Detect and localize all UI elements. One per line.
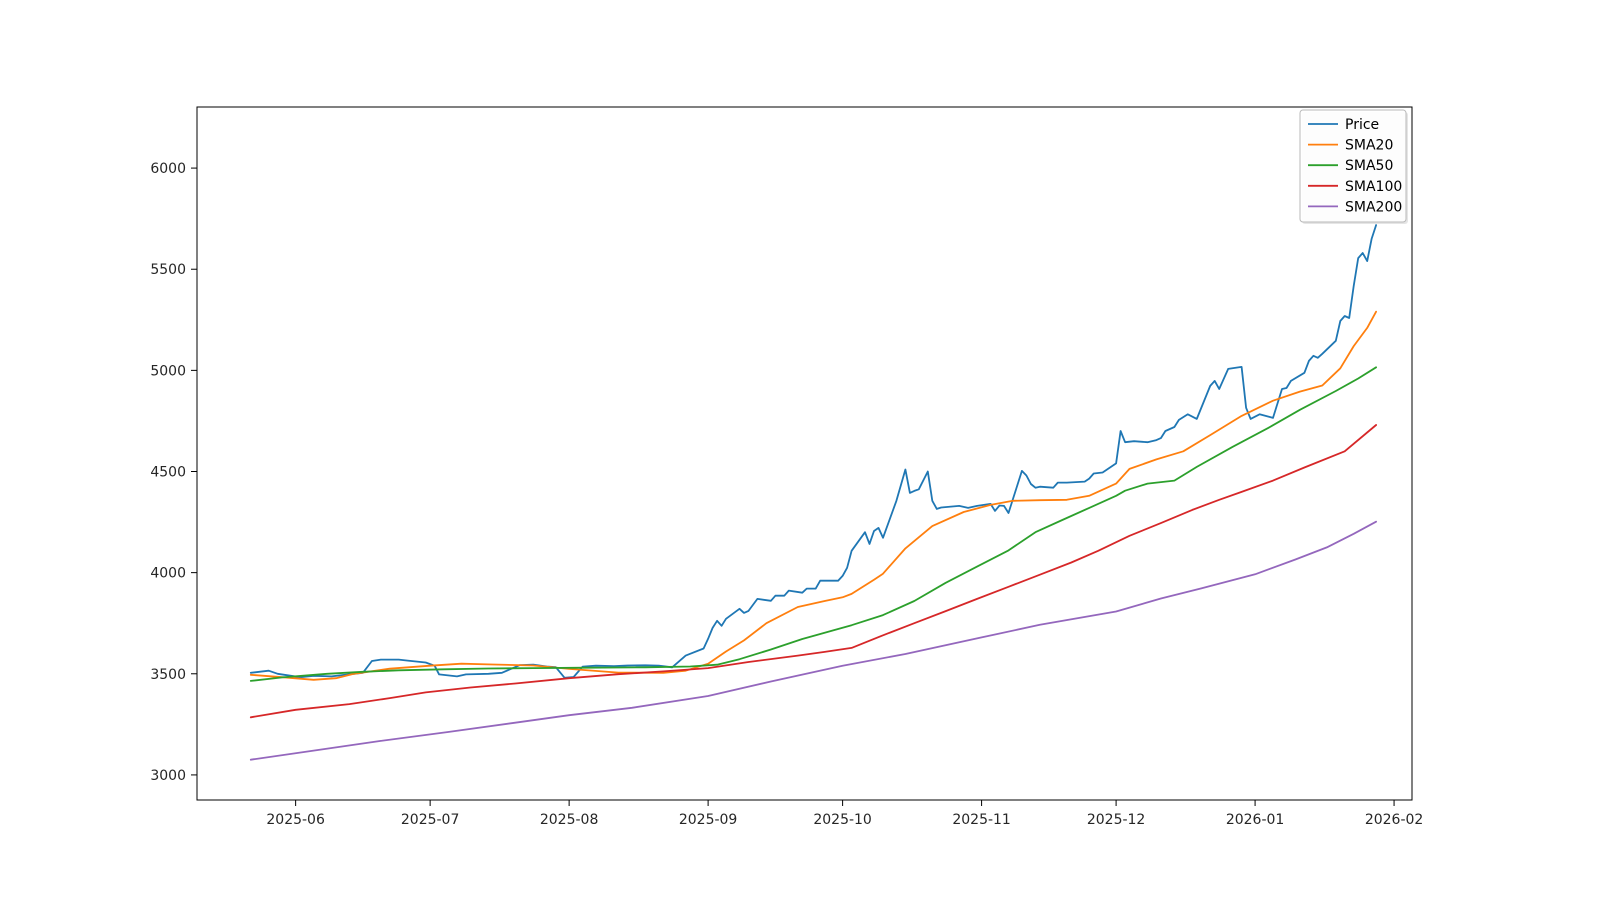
legend-label: SMA20	[1345, 138, 1393, 154]
y-tick-label: 3500	[150, 667, 186, 683]
series-line-sma50	[249, 366, 1377, 682]
y-tick-label: 5500	[150, 262, 186, 278]
x-tick-label: 2025-10	[813, 812, 872, 828]
plot-area	[196, 106, 1413, 801]
y-tick-label: 5000	[150, 363, 186, 379]
y-tick-label: 4000	[150, 566, 186, 582]
legend-entry: SMA20	[1308, 138, 1393, 154]
x-tick-label: 2025-06	[266, 812, 325, 828]
y-tick-label: 6000	[150, 161, 186, 177]
legend-label: SMA200	[1345, 199, 1402, 215]
x-tick-label: 2025-09	[679, 812, 738, 828]
x-tick-label: 2025-11	[952, 812, 1011, 828]
x-tick-label: 2025-07	[401, 812, 460, 828]
legend-label: Price	[1345, 117, 1379, 133]
legend-label: SMA50	[1345, 158, 1393, 174]
series-line-sma100	[249, 424, 1377, 719]
legend-label: SMA100	[1345, 179, 1402, 195]
series-line-sma200	[249, 520, 1377, 761]
legend-box	[1299, 109, 1407, 223]
x-tick-label: 2025-12	[1087, 812, 1146, 828]
legend-entry: SMA200	[1308, 199, 1402, 215]
x-tick-label: 2025-08	[540, 812, 599, 828]
legend-entry: SMA50	[1308, 158, 1393, 174]
x-tick-label: 2026-02	[1365, 812, 1424, 828]
legend-entry: Price	[1308, 117, 1379, 133]
y-tick-label: 4500	[150, 465, 186, 481]
series-line-sma20	[249, 310, 1377, 681]
y-tick-label: 3000	[150, 768, 186, 784]
legend-entry: SMA100	[1308, 179, 1402, 195]
x-tick-label: 2026-01	[1226, 812, 1285, 828]
legend: Price SMA20 SMA50 SMA100 SMA200	[1299, 109, 1408, 224]
